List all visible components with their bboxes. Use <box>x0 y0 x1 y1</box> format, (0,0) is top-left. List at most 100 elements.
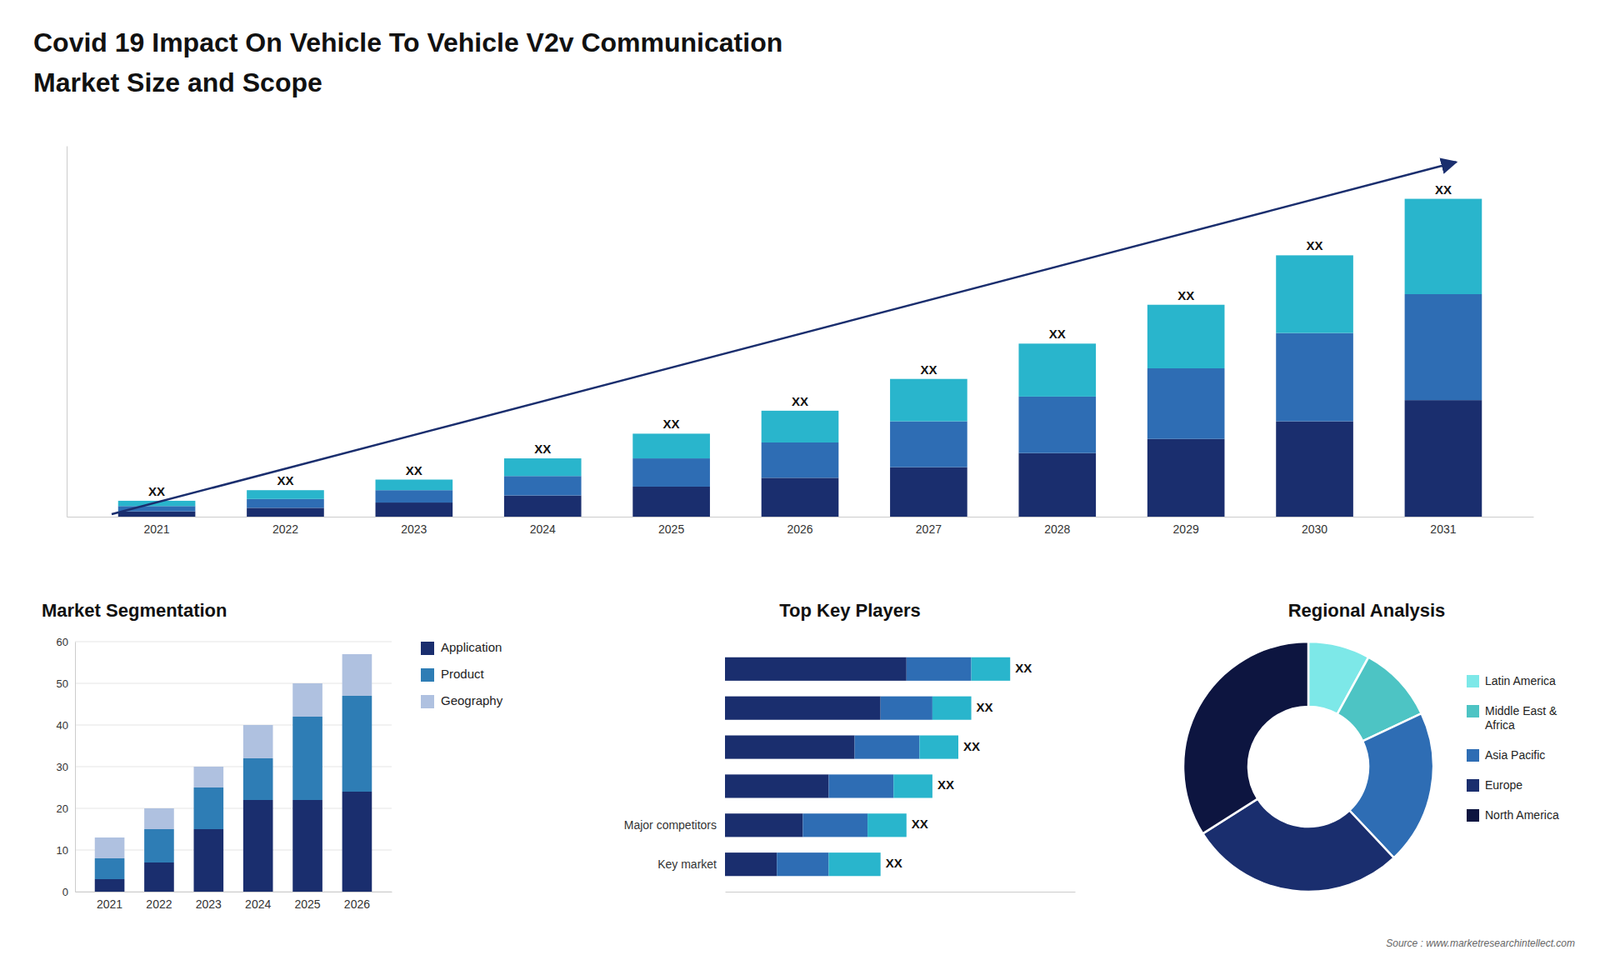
bar-annotation: XX <box>791 394 809 409</box>
bar <box>95 879 125 892</box>
tick: 50 <box>56 677 75 690</box>
chart-title: Top Key Players <box>779 600 921 621</box>
legend-item: Product <box>420 666 485 682</box>
category-axis: 202120222023202420252026 <box>75 891 393 911</box>
legend-item: Europe <box>1466 778 1523 792</box>
legend-swatch <box>1466 675 1480 688</box>
bar <box>971 657 1011 681</box>
tick-label: 2022 <box>272 522 299 536</box>
bar <box>375 502 454 517</box>
bar <box>1405 294 1483 400</box>
legend-label-line: Latin America <box>1485 674 1556 688</box>
bar <box>932 696 972 720</box>
tick: 10 <box>56 844 75 857</box>
tick: 2026 <box>344 891 370 911</box>
chart-3: Regional Analysis Latin America Middle Eas… <box>1183 600 1560 892</box>
legend-label-line: North America <box>1485 808 1560 822</box>
bar-annotation: XX <box>920 362 937 377</box>
axis-line <box>75 891 393 893</box>
tick-label: 2022 <box>145 897 172 911</box>
bar-annotation: XX <box>663 416 680 431</box>
bar-annotation: XX <box>1306 238 1324 253</box>
bar <box>919 735 959 760</box>
tick: 2022 <box>145 891 172 911</box>
tick: 2029 <box>1173 516 1200 536</box>
value-axis: 0102030405060 <box>56 635 76 899</box>
chart-title: Regional Analysis <box>1288 600 1446 621</box>
bar <box>144 829 175 863</box>
bar <box>725 852 777 876</box>
axis-line <box>66 146 68 518</box>
bar-annotation: XX <box>534 441 551 456</box>
tick-label: 2031 <box>1430 522 1456 536</box>
bar-annotation: XX <box>1435 182 1452 197</box>
legend-label: Product <box>440 666 485 681</box>
slices <box>1183 641 1434 892</box>
bar <box>725 657 907 681</box>
bar <box>246 507 325 517</box>
bar <box>725 774 829 798</box>
tick: Key market <box>657 857 725 871</box>
infographic: Covid 19 Impact On Vehicle To Vehicle V2… <box>0 0 1600 955</box>
bar-annotation: XX <box>1015 660 1032 675</box>
chart-2: Major competitorsKey marketXXXXXXXXXXXXT… <box>624 600 1076 893</box>
bar <box>867 813 907 837</box>
tick-label: 2025 <box>658 522 685 536</box>
bar <box>342 791 373 892</box>
category-axis: 2021202220232024202520262027202820292030… <box>67 516 1535 536</box>
axis-line <box>725 642 726 893</box>
bars <box>95 654 373 892</box>
tick-label: 2029 <box>1173 522 1200 536</box>
bar <box>1147 368 1225 440</box>
tick-label: 2021 <box>143 522 170 536</box>
tick: 2024 <box>530 516 556 536</box>
legend-label: North America <box>1485 808 1560 822</box>
bar <box>855 735 920 760</box>
bars <box>118 199 1482 517</box>
series <box>95 791 373 892</box>
bar <box>802 813 868 837</box>
bar <box>632 458 710 487</box>
tick: 2021 <box>143 516 170 536</box>
bar-annotation: XX <box>405 463 423 478</box>
bar <box>292 716 323 800</box>
bar <box>1018 396 1096 454</box>
annotations: XXXXXXXXXXXXXXXXXXXXXX <box>148 182 1452 499</box>
bar <box>292 800 323 892</box>
tick: 30 <box>56 760 75 774</box>
series <box>95 654 373 859</box>
trend-arrow <box>111 162 1456 515</box>
bar <box>243 725 274 759</box>
tick: 40 <box>56 719 75 732</box>
value-axis <box>725 891 1076 893</box>
tick: 2026 <box>786 516 813 536</box>
tick-label: 2028 <box>1044 522 1070 536</box>
tick: 20 <box>56 802 75 815</box>
bar <box>1275 421 1354 517</box>
legend-item: Asia Pacific <box>1466 748 1545 762</box>
chart-0: 2021202220232024202520262027202820292030… <box>67 146 1535 536</box>
bar-annotation: XX <box>1049 326 1066 341</box>
tick: 2027 <box>915 516 942 536</box>
legend-label: Middle East &Africa <box>1485 704 1558 732</box>
axis-line <box>75 642 76 893</box>
tick-label: 2023 <box>400 522 427 536</box>
legend-swatch <box>1466 779 1480 792</box>
legend: ApplicationProductGeography <box>420 640 504 709</box>
bar-annotation: XX <box>911 816 929 831</box>
bar <box>504 458 582 476</box>
bar <box>118 511 196 517</box>
slice <box>1183 641 1309 834</box>
bar <box>761 442 840 478</box>
bar <box>342 695 373 792</box>
bar <box>1018 453 1096 517</box>
tick: 60 <box>56 635 75 649</box>
bar <box>761 410 840 443</box>
bar-annotation: XX <box>276 473 294 488</box>
bar <box>246 490 325 500</box>
legend-label-line: Asia Pacific <box>1485 748 1545 762</box>
tick-label: 2024 <box>530 522 556 536</box>
legend-swatch <box>420 668 435 682</box>
bar <box>1405 400 1483 517</box>
bar <box>342 654 373 696</box>
